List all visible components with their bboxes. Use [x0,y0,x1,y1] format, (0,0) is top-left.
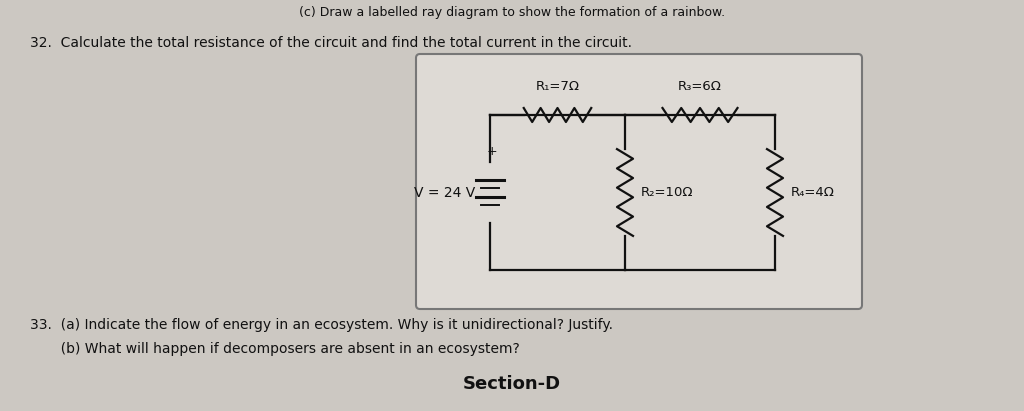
Text: R₁=7Ω: R₁=7Ω [536,80,580,93]
Text: V = 24 V: V = 24 V [414,185,475,199]
Text: Section-D: Section-D [463,375,561,393]
Text: 32.  Calculate the total resistance of the circuit and find the total current in: 32. Calculate the total resistance of th… [30,36,632,50]
FancyBboxPatch shape [416,54,862,309]
Text: (c) Draw a labelled ray diagram to show the formation of a rainbow.: (c) Draw a labelled ray diagram to show … [299,6,725,19]
Text: (b) What will happen if decomposers are absent in an ecosystem?: (b) What will happen if decomposers are … [30,342,520,356]
Text: R₂=10Ω: R₂=10Ω [641,186,693,199]
Text: 33.  (a) Indicate the flow of energy in an ecosystem. Why is it unidirectional? : 33. (a) Indicate the flow of energy in a… [30,318,613,332]
Text: +: + [486,145,498,157]
Text: R₄=4Ω: R₄=4Ω [791,186,835,199]
Text: R₃=6Ω: R₃=6Ω [678,80,722,93]
